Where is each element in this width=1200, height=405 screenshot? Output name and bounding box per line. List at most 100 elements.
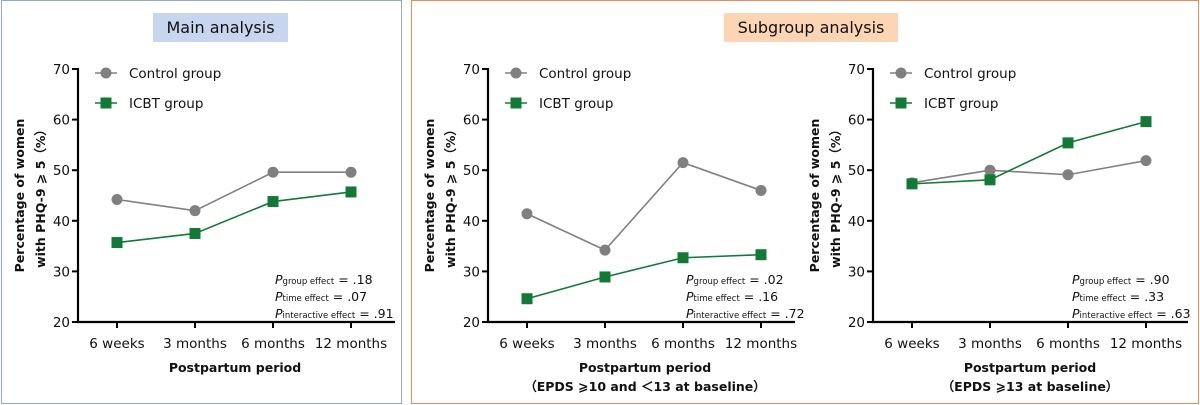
series-line-icbt <box>116 191 352 244</box>
p-subscript: group effect <box>1080 277 1132 287</box>
x-tick-label: 12 months <box>1110 336 1182 352</box>
p-symbol: P <box>686 306 694 321</box>
y-tick-label: 20 <box>848 315 865 331</box>
data-point-icbt <box>984 174 996 186</box>
legend-marker-square <box>510 97 522 109</box>
p-value-annotation: Pgroup effect = .90 <box>1072 272 1170 287</box>
x-tick-label: 12 months <box>315 336 387 352</box>
x-tick-label: 12 months <box>725 336 797 352</box>
y-tick-label: 50 <box>848 163 865 179</box>
y-tick-label: 50 <box>463 163 480 179</box>
p-subscript: time effect <box>1080 294 1127 304</box>
y-axis-title-line: with PHQ-9 ⩾ 5（%） <box>443 123 458 268</box>
p-value-annotation: Pgroup effect = .02 <box>686 272 784 287</box>
y-tick-label: 20 <box>53 315 70 331</box>
y-tick-label: 70 <box>463 62 480 78</box>
data-point-control <box>1140 155 1152 167</box>
p-value: = .02 <box>745 272 783 287</box>
data-point-control <box>111 194 123 206</box>
data-point-icbt <box>345 186 357 198</box>
legend-marker-circle <box>895 67 907 79</box>
y-tick-label: 60 <box>463 113 480 129</box>
legend-label: ICBT group <box>129 96 203 112</box>
y-axis-title: Percentage of women with PHQ-9 ⩾ 5（%） <box>12 119 48 273</box>
legend-marker-square <box>100 97 112 109</box>
data-point-control <box>677 157 689 169</box>
y-tick-label: 40 <box>463 214 480 230</box>
p-value-annotation: Pinteractive effect = .91 <box>275 306 394 321</box>
p-value: = .90 <box>1131 272 1169 287</box>
x-axis-subtitle: （EPDS ⩾10 and ＜13 at baseline） <box>524 379 766 394</box>
y-axis-title-line: Percentage of women <box>807 119 822 273</box>
p-symbol: P <box>1072 289 1080 304</box>
p-symbol: P <box>275 306 283 321</box>
x-tick-label: 3 months <box>958 336 1022 352</box>
legend-label: Control group <box>539 66 631 82</box>
y-tick-label: 50 <box>53 163 70 179</box>
data-point-icbt <box>267 196 279 208</box>
legend-label: ICBT group <box>539 96 613 112</box>
p-subscript: time effect <box>694 294 741 304</box>
x-axis-title: Postpartum period <box>964 360 1096 375</box>
y-tick-label: 20 <box>463 315 480 331</box>
series-line-icbt <box>911 120 1147 185</box>
p-symbol: P <box>686 272 694 287</box>
chart-panel-1: 20 30 40 50 60 70 6 weeks 3 months 6 months 12 mo… <box>12 62 395 375</box>
main-analysis-banner: Main analysis <box>153 13 288 42</box>
y-axis-title-line: with PHQ-9 ⩾ 5（%） <box>828 123 843 268</box>
series-line-control <box>116 171 351 212</box>
p-value-annotation: Ptime effect = .33 <box>1072 289 1164 304</box>
legend-marker-circle <box>510 67 522 79</box>
y-tick-label: 30 <box>463 264 480 280</box>
x-tick-label: 3 months <box>573 336 637 352</box>
x-tick-label: 3 months <box>163 336 227 352</box>
y-axis-title-line: with PHQ-9 ⩾ 5（%） <box>33 123 48 268</box>
p-subscript: group effect <box>283 277 335 287</box>
data-point-control <box>1062 169 1074 181</box>
y-tick-label: 30 <box>848 264 865 280</box>
p-value-annotation: Pgroup effect = .18 <box>275 272 373 287</box>
p-subscript: interactive effect <box>694 311 767 321</box>
p-value: = .91 <box>355 306 393 321</box>
x-axis-subtitle: （EPDS ⩾13 at baseline） <box>942 379 1119 394</box>
series-line-icbt <box>526 253 762 300</box>
p-value-annotation: Ptime effect = .07 <box>275 289 367 304</box>
data-point-icbt <box>1062 137 1074 149</box>
y-tick-label: 60 <box>848 113 865 129</box>
data-point-control <box>267 166 279 178</box>
p-value: = .07 <box>329 289 367 304</box>
p-value-annotation: Pinteractive effect = .72 <box>686 306 805 321</box>
y-tick-label: 30 <box>53 264 70 280</box>
data-point-icbt <box>755 249 767 261</box>
legend-marker-square <box>895 97 907 109</box>
subgroup-analysis-frame <box>411 0 1199 404</box>
p-subscript: group effect <box>694 277 746 287</box>
y-axis-title: Percentage of women with PHQ-9 ⩾ 5（%） <box>807 119 843 273</box>
data-point-icbt <box>599 271 611 283</box>
data-point-icbt <box>189 227 201 239</box>
data-point-control <box>521 208 533 220</box>
y-tick-label: 40 <box>848 214 865 230</box>
data-point-control <box>345 166 357 178</box>
data-point-icbt <box>111 237 123 249</box>
p-value: = .16 <box>740 289 778 304</box>
p-value: = .33 <box>1126 289 1164 304</box>
y-tick-label: 40 <box>53 214 70 230</box>
x-axis-title: Postpartum period <box>579 360 711 375</box>
p-symbol: P <box>1072 272 1080 287</box>
legend-label: ICBT group <box>924 96 998 112</box>
data-point-control <box>189 205 201 217</box>
p-symbol: P <box>275 289 283 304</box>
p-subscript: interactive effect <box>1080 311 1153 321</box>
x-axis-title: Postpartum period <box>169 360 301 375</box>
y-tick-label: 70 <box>53 62 70 78</box>
data-point-control <box>599 244 611 256</box>
p-subscript: interactive effect <box>283 311 356 321</box>
data-point-icbt <box>677 252 689 264</box>
p-symbol: P <box>1072 306 1080 321</box>
series-line-control <box>526 161 762 252</box>
data-point-control <box>755 184 767 196</box>
legend-label: Control group <box>924 66 1016 82</box>
legend-marker-circle <box>100 67 112 79</box>
